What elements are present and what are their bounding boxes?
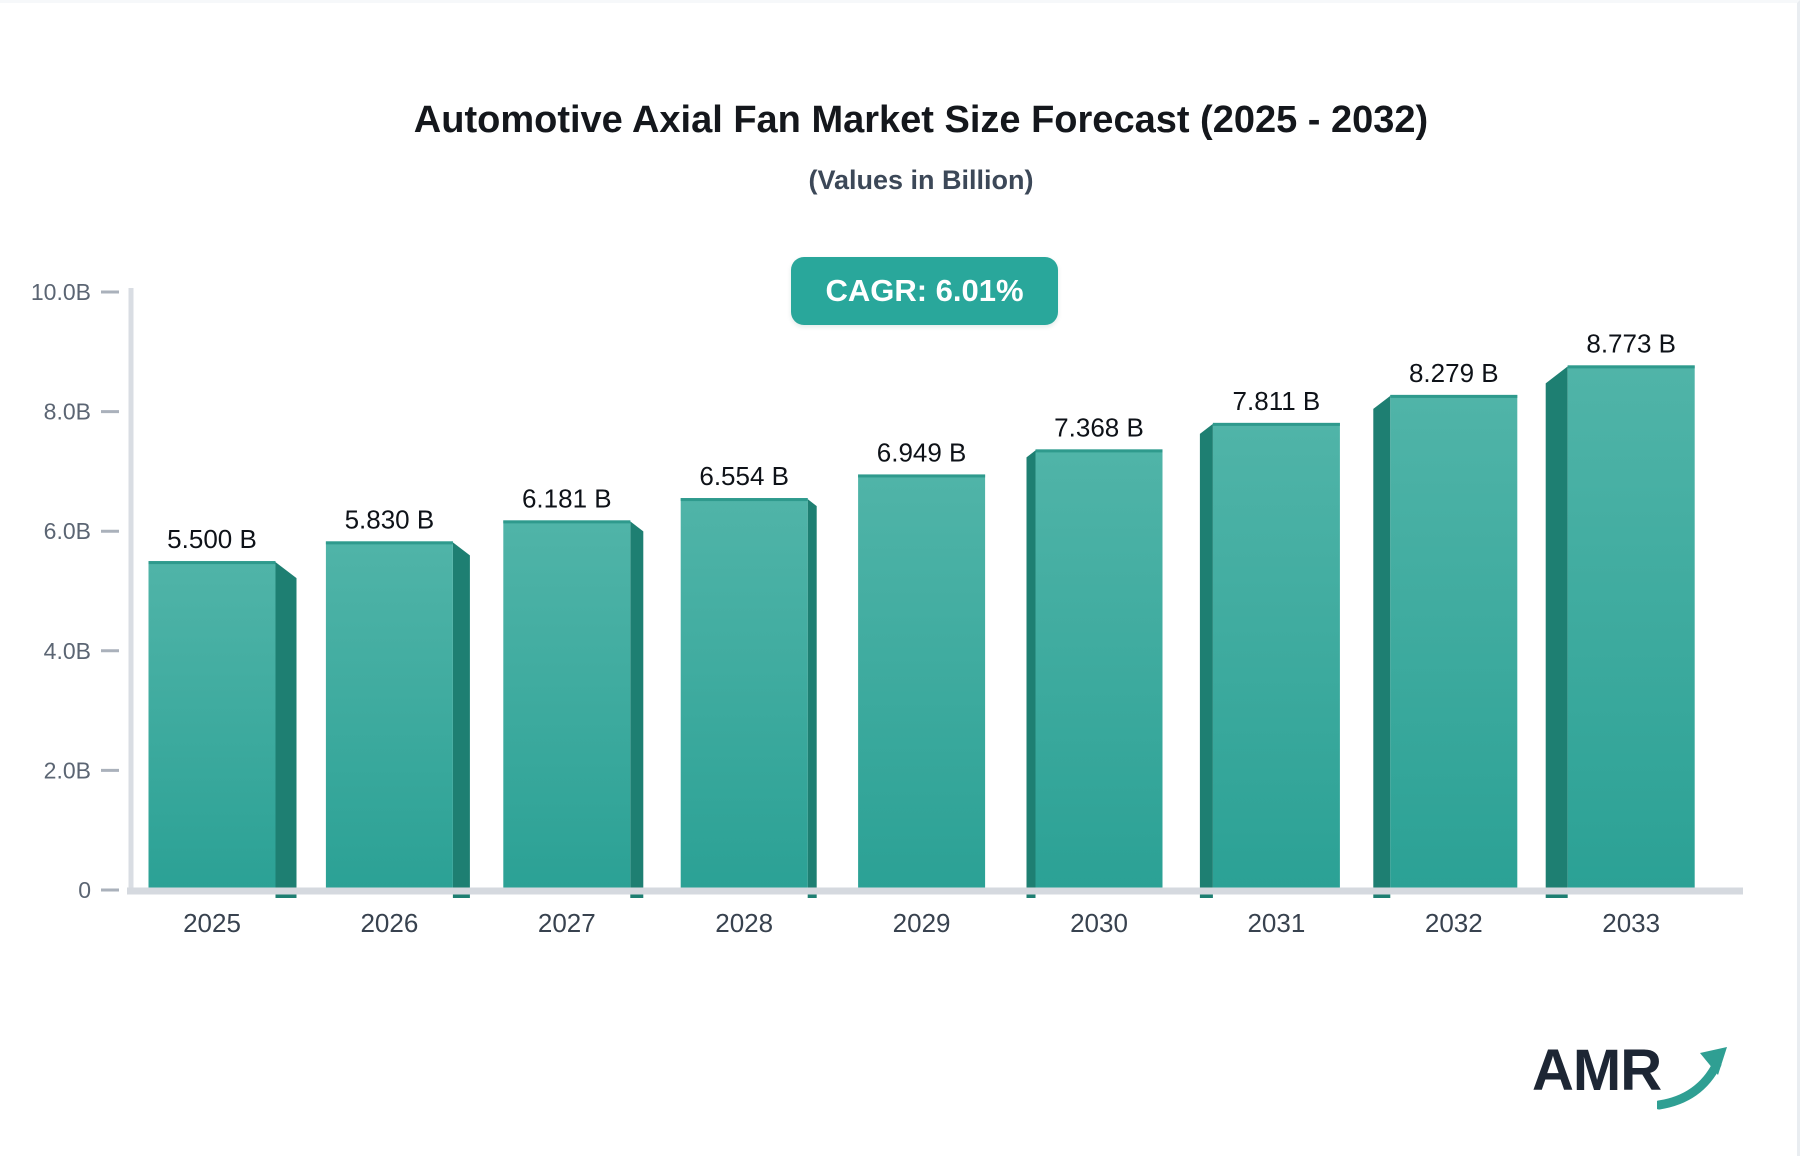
y-tick-label: 4.0B [44,638,91,664]
bar-top-edge [1567,365,1695,369]
bar-value-label: 7.811 B [1233,386,1321,416]
bar-top-edge [148,561,276,565]
bar-top-edge [503,520,631,524]
bar-front-face [325,541,453,890]
x-tick-label: 2027 [538,908,596,938]
x-tick-label: 2026 [360,908,418,938]
bar-value-label: 8.279 B [1409,358,1499,388]
bar-front-face [1212,422,1340,890]
bar-side-face [1026,450,1036,898]
bar-value-label: 6.949 B [877,437,967,467]
y-tick-label: 6.0B [44,518,91,544]
bar-top-edge [1390,394,1518,398]
y-tick-label: 8.0B [44,399,91,425]
x-tick-label: 2028 [715,908,773,938]
bar-top-edge [1035,449,1163,453]
bar-value-label: 5.830 B [345,504,435,534]
bar-front-face [680,498,808,890]
bar-top-edge [325,541,453,545]
trend-up-arrow-icon [1657,1047,1728,1110]
bar-side-face [452,542,470,898]
y-tick-label: 10.0B [31,279,91,305]
bar-side-face [1373,395,1391,898]
bar-chart-plot: 0 2.0B 4.0B 6.0B 8.0B 10.0B 5.500 B 2025 5.830 B… [31,279,1743,938]
amr-logo: AMR [1532,1039,1731,1111]
bar-front-face [148,561,276,890]
bar-value-label: 5.500 B [167,524,257,554]
y-tick-label: 2.0B [44,757,91,783]
chart-subtitle: (Values in Billion) [808,165,1034,195]
bar-side-face [1199,423,1213,898]
x-tick-label: 2030 [1070,908,1128,938]
bar-front-face [1035,449,1163,890]
bar-front-face [503,520,631,890]
bar-side-face [275,562,297,898]
cagr-badge: CAGR: 6.01% [791,257,1058,325]
bar-value-label: 6.181 B [522,483,612,513]
bar-top-edge [1212,422,1340,426]
bar-side-face [807,499,817,898]
bar-front-face [858,474,986,890]
amr-logo-text: AMR [1532,1038,1662,1103]
bar-front-face [1567,365,1695,890]
bar-top-edge [858,474,986,478]
bar-top-edge [680,498,808,502]
bar-front-face [1390,394,1518,890]
bar-side-face [630,521,644,898]
x-tick-label: 2025 [183,908,241,938]
y-tick-label: 0 [78,877,91,903]
bar-value-label: 7.368 B [1054,412,1144,442]
chart-title: Automotive Axial Fan Market Size Forecas… [413,99,1429,141]
bar-value-label: 8.773 B [1586,328,1676,358]
x-tick-label: 2033 [1602,908,1660,938]
bar-value-label: 6.554 B [699,461,789,491]
x-tick-label: 2029 [893,908,951,938]
bar-side-face [1545,366,1568,898]
x-tick-label: 2031 [1247,908,1305,938]
x-tick-label: 2032 [1425,908,1483,938]
